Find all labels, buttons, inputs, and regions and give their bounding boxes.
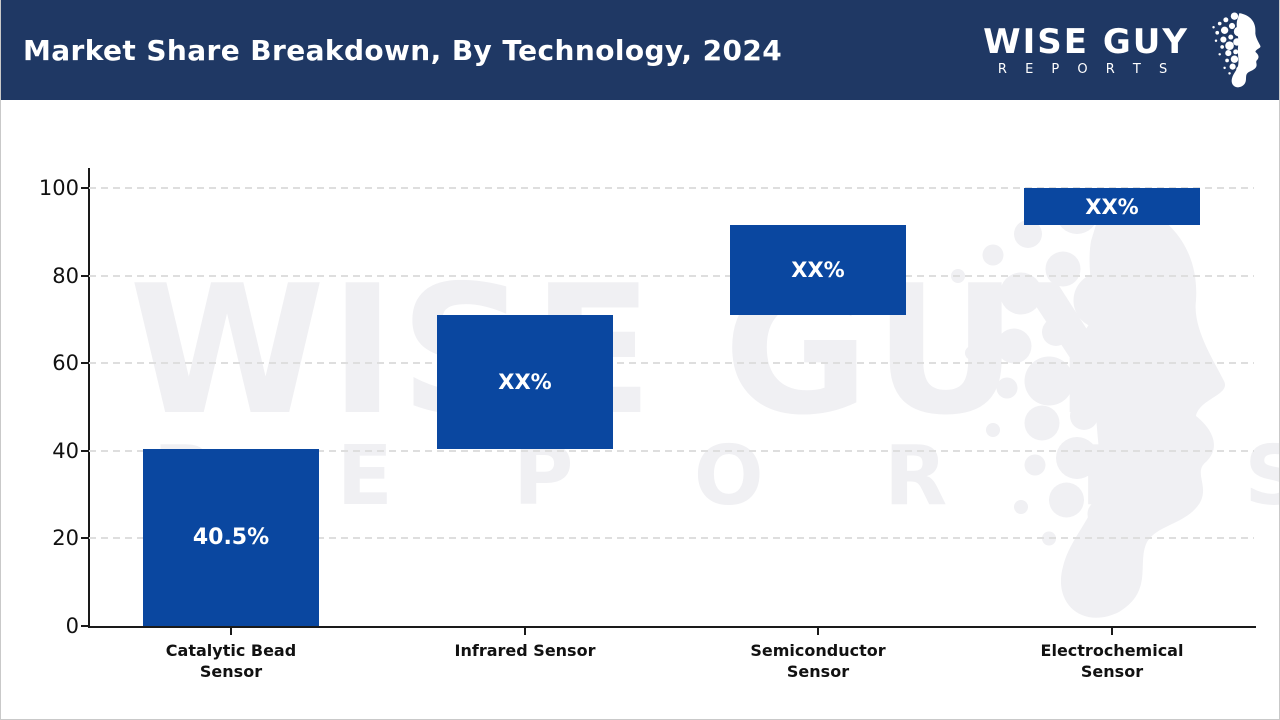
- x-category-label-line: Electrochemical: [1040, 641, 1184, 660]
- header-bar: Market Share Breakdown, By Technology, 2…: [1, 0, 1279, 100]
- bar-4[interactable]: XX%: [1024, 188, 1200, 226]
- x-category-label-line: Infrared Sensor: [454, 641, 596, 660]
- y-tick-mark: [81, 187, 88, 189]
- bar-value-label: XX%: [791, 258, 845, 283]
- x-tick-mark: [230, 628, 232, 635]
- plot-area: 0 20 40 60 80 100 40.5% Catalytic Bead Sensor XX%…: [1, 100, 1279, 719]
- x-category-label-line: Sensor: [786, 662, 850, 681]
- x-axis-spine: [88, 626, 1256, 628]
- x-category-label-line: Semiconductor: [750, 641, 886, 660]
- y-tick-mark: [81, 537, 88, 540]
- x-category-label: Catalytic Bead Sensor: [111, 640, 351, 682]
- wise-guy-logo: WISE GUY R E P O R T S: [983, 6, 1269, 94]
- y-axis-spine: [88, 168, 90, 628]
- y-tick-mark: [81, 274, 88, 277]
- x-category-label-line: Sensor: [199, 662, 263, 681]
- gridline-y-60: [89, 362, 1254, 365]
- gridline-y-40: [89, 449, 1254, 452]
- y-tick-label: 60: [52, 351, 79, 376]
- head-profile-icon: [1212, 12, 1261, 88]
- x-category-label-line: Sensor: [1080, 662, 1144, 681]
- y-tick-mark: [81, 362, 88, 365]
- y-tick-label: 20: [52, 526, 79, 551]
- bar-2[interactable]: XX%: [437, 315, 613, 449]
- chart-title: Market Share Breakdown, By Technology, 2…: [23, 33, 783, 67]
- x-tick-mark: [1111, 628, 1113, 635]
- x-tick-mark: [817, 628, 819, 635]
- y-tick-label: 100: [38, 176, 79, 200]
- gridline-y-100: [89, 187, 1254, 189]
- logo-subtext: R E P O R T S: [997, 61, 1175, 77]
- y-tick-mark: [81, 625, 88, 627]
- x-category-label: Infrared Sensor: [405, 640, 645, 661]
- x-category-label-line: Catalytic Bead: [165, 641, 297, 660]
- y-tick-label: 0: [65, 614, 79, 638]
- y-tick-label: 80: [52, 263, 79, 288]
- bar-value-label: XX%: [498, 369, 552, 394]
- watermark-wordmark: WISE GUY: [129, 247, 1155, 454]
- x-tick-mark: [524, 628, 526, 635]
- logo-wordmark: WISE GUY: [983, 21, 1189, 62]
- y-tick-label: 40: [52, 438, 79, 463]
- bar-value-label: XX%: [1085, 194, 1139, 219]
- gridline-y-20: [89, 537, 1254, 540]
- y-tick-mark: [81, 449, 88, 452]
- bar-3[interactable]: XX%: [730, 225, 906, 315]
- x-category-label: Electrochemical Sensor: [992, 640, 1232, 682]
- bar-value-label: 40.5%: [192, 524, 270, 550]
- bar-1[interactable]: 40.5%: [143, 448, 319, 626]
- gridline-y-80: [89, 274, 1254, 277]
- logo-text: WISE GUY R E P O R T S: [983, 24, 1189, 77]
- x-category-label: Semiconductor Sensor: [698, 640, 938, 682]
